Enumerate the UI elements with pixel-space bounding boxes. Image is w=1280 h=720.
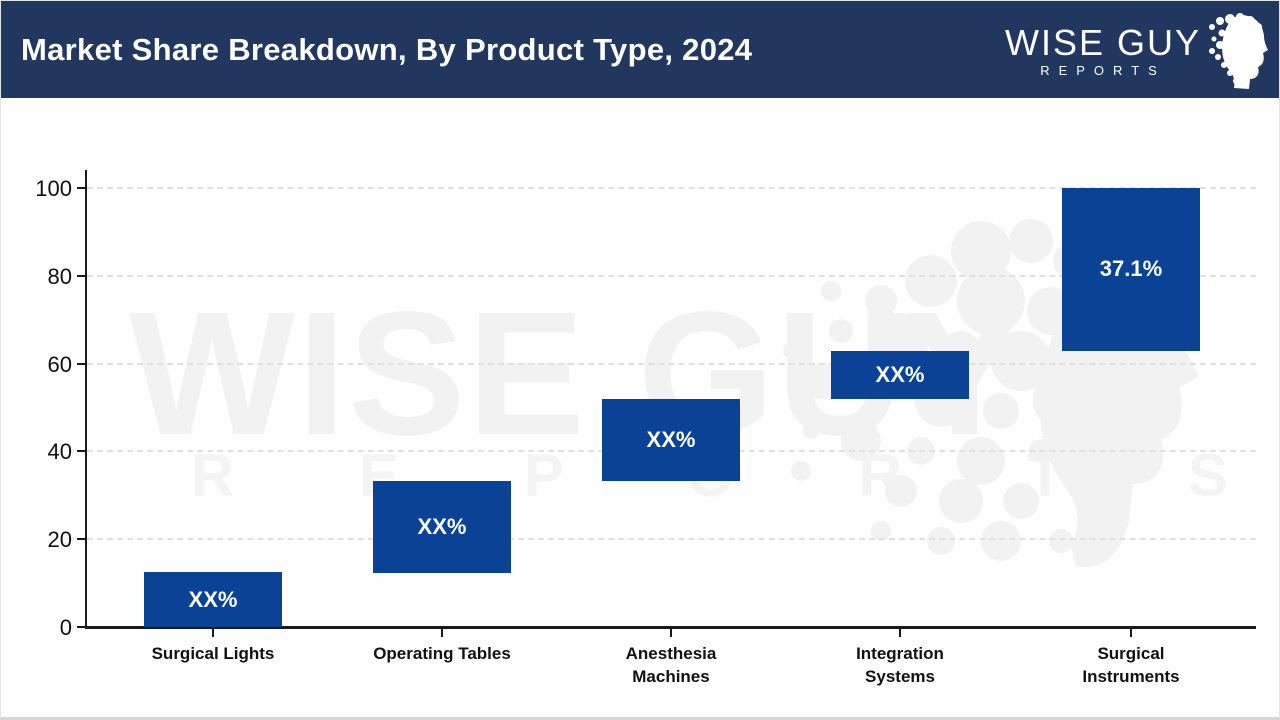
y-axis-line — [85, 170, 87, 629]
x-axis-tickmark — [1130, 629, 1132, 637]
bar-value-label: XX% — [417, 513, 467, 539]
logo-wordmark: WISE GUY — [1005, 21, 1202, 63]
y-axis-tick-label: 80 — [47, 263, 72, 289]
gridline-y80 — [87, 274, 1256, 277]
gridline-y20 — [87, 538, 1256, 541]
wiseguy-head-icon — [1209, 13, 1269, 89]
bar-integration-systems: XX% — [831, 350, 969, 400]
y-axis-tick-label: 40 — [47, 439, 72, 465]
gridline-y100 — [87, 187, 1256, 189]
y-axis-tick-label: 0 — [59, 615, 72, 640]
bar-anesthesia-machines: XX% — [602, 399, 740, 481]
bar-value-label: XX% — [188, 586, 238, 612]
y-axis-tickmark — [77, 538, 86, 541]
x-axis-category-label: Integration Systems — [856, 644, 944, 686]
y-axis-tick-label: 20 — [47, 527, 72, 553]
y-axis-tickmark — [77, 450, 86, 453]
x-axis-category-label: Surgical Instruments — [1082, 644, 1180, 686]
bar-surgical-lights: XX% — [144, 572, 282, 627]
y-axis-tickmark — [77, 626, 86, 628]
x-axis-line — [86, 626, 1256, 629]
x-axis-tickmark — [212, 629, 214, 637]
y-axis-tickmark — [77, 274, 86, 277]
y-axis-tickmark — [77, 187, 86, 189]
y-axis-tick-label: 60 — [47, 351, 72, 377]
logo-subtitle: REPORTS — [1040, 63, 1166, 79]
bar-surgical-instruments: 37.1% — [1062, 188, 1200, 351]
bar-value-label: XX% — [646, 426, 696, 452]
bar-operating-tables: XX% — [373, 480, 511, 573]
x-axis-tickmark — [670, 629, 672, 637]
x-axis-tickmark — [899, 629, 901, 637]
y-axis-tick-label: 100 — [35, 176, 72, 201]
wiseguy-logo-text: WISE GUY REPORTS — [1005, 21, 1202, 79]
chart-plot-area: 0 20 40 60 80 100 XX% XX% XX% XX% 37.1% Surgical Li… — [1, 98, 1279, 717]
x-axis-category-label: Operating Tables — [373, 644, 511, 663]
x-axis-category-label: Anesthesia Machines — [625, 644, 717, 686]
x-axis-category-label: Surgical Lights — [151, 644, 275, 663]
header-bar: Market Share Breakdown, By Product Type,… — [1, 1, 1279, 98]
bar-value-label: XX% — [875, 362, 925, 387]
page-title: Market Share Breakdown, By Product Type,… — [21, 31, 753, 67]
x-axis-tickmark — [441, 629, 443, 637]
gridline-y60 — [87, 362, 1256, 365]
wiseguy-logo: WISE GUY REPORTS — [1005, 13, 1269, 89]
bar-value-label: 37.1% — [1099, 256, 1163, 282]
y-axis-tickmark — [77, 362, 86, 365]
